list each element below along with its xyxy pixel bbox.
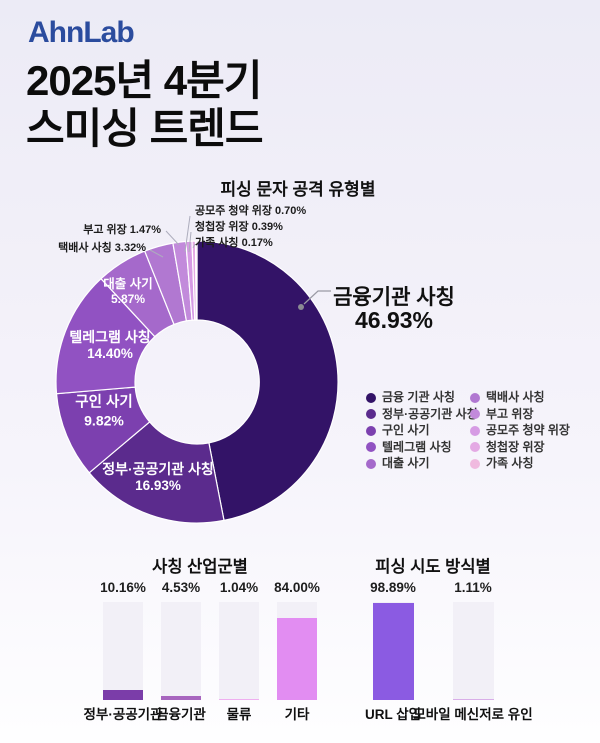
legend-dot-5 xyxy=(470,392,480,403)
bar-fill xyxy=(161,695,201,700)
legend-dot-6 xyxy=(470,409,480,420)
bar-value-label: 1.11% xyxy=(454,580,492,595)
bar-category-label: 기타 xyxy=(284,707,310,722)
bar-column-1-1: 4.53% 금융기관 xyxy=(152,580,210,722)
donut-slice-7 xyxy=(185,240,196,321)
legend-item-1: 정부·공공기관 사칭 xyxy=(366,406,478,421)
donut-chart-title: 피싱 문자 공격 유형별 xyxy=(220,180,376,199)
bar-value-label: 98.89% xyxy=(370,580,416,595)
bar-track xyxy=(372,602,414,700)
bar-column-1-3: 84.00% 기타 xyxy=(268,580,326,722)
legend-label-3: 텔레그램 사칭 xyxy=(382,439,452,454)
legend-label-1: 정부·공공기관 사칭 xyxy=(382,406,478,421)
bar-track xyxy=(277,602,317,700)
legend-label-8: 청첩장 위장 xyxy=(486,439,545,454)
bar-value-label: 84.00% xyxy=(274,580,320,595)
legend-item-3: 텔레그램 사칭 xyxy=(366,439,478,454)
leader-line-0 xyxy=(165,230,180,246)
bar-value-label: 1.04% xyxy=(219,580,259,595)
legend-dot-2 xyxy=(366,425,376,436)
bar-column-1-0: 10.16% 정부·공공기관 xyxy=(84,580,163,722)
legend-label-0: 금융 기관 사칭 xyxy=(382,390,455,404)
donut-inside-label-1: 정부·공공기관 사칭 16.93% xyxy=(102,461,214,494)
bar-category-label: 정부·공공기관 xyxy=(83,707,163,722)
legend-item-2: 구인 사기 xyxy=(366,423,478,437)
donut-slice-9 xyxy=(194,240,198,321)
bar-category-label: URL 삽입 xyxy=(364,707,422,722)
bar-value-label: 4.53% xyxy=(161,580,201,595)
callout-leader-line xyxy=(303,290,331,305)
donut-outside-label-5: 택배사 사칭 3.32% xyxy=(58,242,146,254)
legend-item-5: 택배사 사칭 xyxy=(470,390,570,404)
bar-fill xyxy=(372,603,414,700)
donut-outside-label-7: 공모주 청약 위장 0.70% xyxy=(195,205,307,217)
bar-column-2-1: 1.11% 모바일 메신저로 유인 xyxy=(413,580,532,722)
legend-label-5: 택배사 사칭 xyxy=(486,390,545,404)
method-bar-chart: 98.89% URL 삽입 1.11% 모바일 메신저로 유인 xyxy=(364,580,533,722)
bar-column-1-2: 1.04% 물류 xyxy=(210,580,268,722)
donut-inside-label-3: 텔레그램 사칭 14.40% xyxy=(69,329,151,362)
legend-item-4: 대출 사기 xyxy=(366,456,478,470)
ahnlab-logo: AhnLab xyxy=(28,16,135,49)
legend-item-7: 공모주 청약 위장 xyxy=(470,423,570,437)
industry-bar-chart: 10.16% 정부·공공기관 4.53% 금융기관 1.04% 물류 84.00% 기타 xyxy=(84,580,326,722)
bar-track xyxy=(452,602,494,700)
bar-fill xyxy=(452,698,494,700)
bar-track xyxy=(161,602,201,700)
donut-outside-label-6: 부고 위장 1.47% xyxy=(83,224,161,236)
legend-label-7: 공모주 청약 위장 xyxy=(486,423,570,437)
bar-fill xyxy=(277,617,317,700)
legend-label-9: 가족 사칭 xyxy=(486,456,534,470)
bar-fill xyxy=(219,698,259,700)
legend-item-8: 청첩장 위장 xyxy=(470,439,570,454)
bar-track xyxy=(103,602,143,700)
method-chart-title: 피싱 시도 방식별 xyxy=(375,558,491,576)
bar-value-label: 10.16% xyxy=(100,580,146,595)
donut-callout-label: 금융기관 사칭 xyxy=(333,286,455,309)
donut-inside-label-4: 대출 사기 5.87% xyxy=(103,277,153,307)
legend-dot-0 xyxy=(366,392,376,403)
donut-callout-value: 46.93% xyxy=(354,307,433,333)
bar-category-label: 금융기관 xyxy=(156,707,206,722)
bar-category-label: 물류 xyxy=(226,707,252,722)
bar-fill xyxy=(103,690,143,700)
donut-slice-0 xyxy=(196,240,339,522)
leader-line-3 xyxy=(188,231,192,253)
page-title-line1: 2025년 4분기 xyxy=(26,57,262,104)
industry-chart-title: 사칭 산업군별 xyxy=(152,558,248,576)
legend-dot-1 xyxy=(366,409,376,420)
donut-slice-8 xyxy=(191,240,197,321)
legend-dot-4 xyxy=(366,458,376,469)
donut-slice-6 xyxy=(172,240,193,322)
donut-inside-label-2: 구인 사기 9.82% xyxy=(75,394,133,429)
bar-column-2-0: 98.89% URL 삽입 xyxy=(364,580,422,722)
leader-line-1 xyxy=(149,249,164,258)
legend-label-6: 부고 위장 xyxy=(486,406,534,421)
donut-outside-label-9: 가족 사칭 0.17% xyxy=(195,237,273,249)
legend-item-9: 가족 사칭 xyxy=(470,456,570,470)
legend-label-4: 대출 사기 xyxy=(382,456,430,470)
leader-line-2 xyxy=(184,215,191,253)
legend-dot-3 xyxy=(366,442,376,453)
legend-dot-8 xyxy=(470,442,480,453)
legend-label-2: 구인 사기 xyxy=(382,423,430,437)
legend-dot-9 xyxy=(470,458,480,469)
legend-item-6: 부고 위장 xyxy=(470,406,570,421)
legend-item-0: 금융 기관 사칭 xyxy=(366,390,478,404)
callout-anchor-dot xyxy=(298,304,304,310)
legend-dot-7 xyxy=(470,425,480,436)
bar-track xyxy=(219,602,259,700)
bar-category-label: 모바일 메신저로 유인 xyxy=(413,707,533,722)
page-title-line2: 스미싱 트렌드 xyxy=(26,105,264,152)
donut-outside-label-8: 청첩장 위장 0.39% xyxy=(195,221,283,233)
